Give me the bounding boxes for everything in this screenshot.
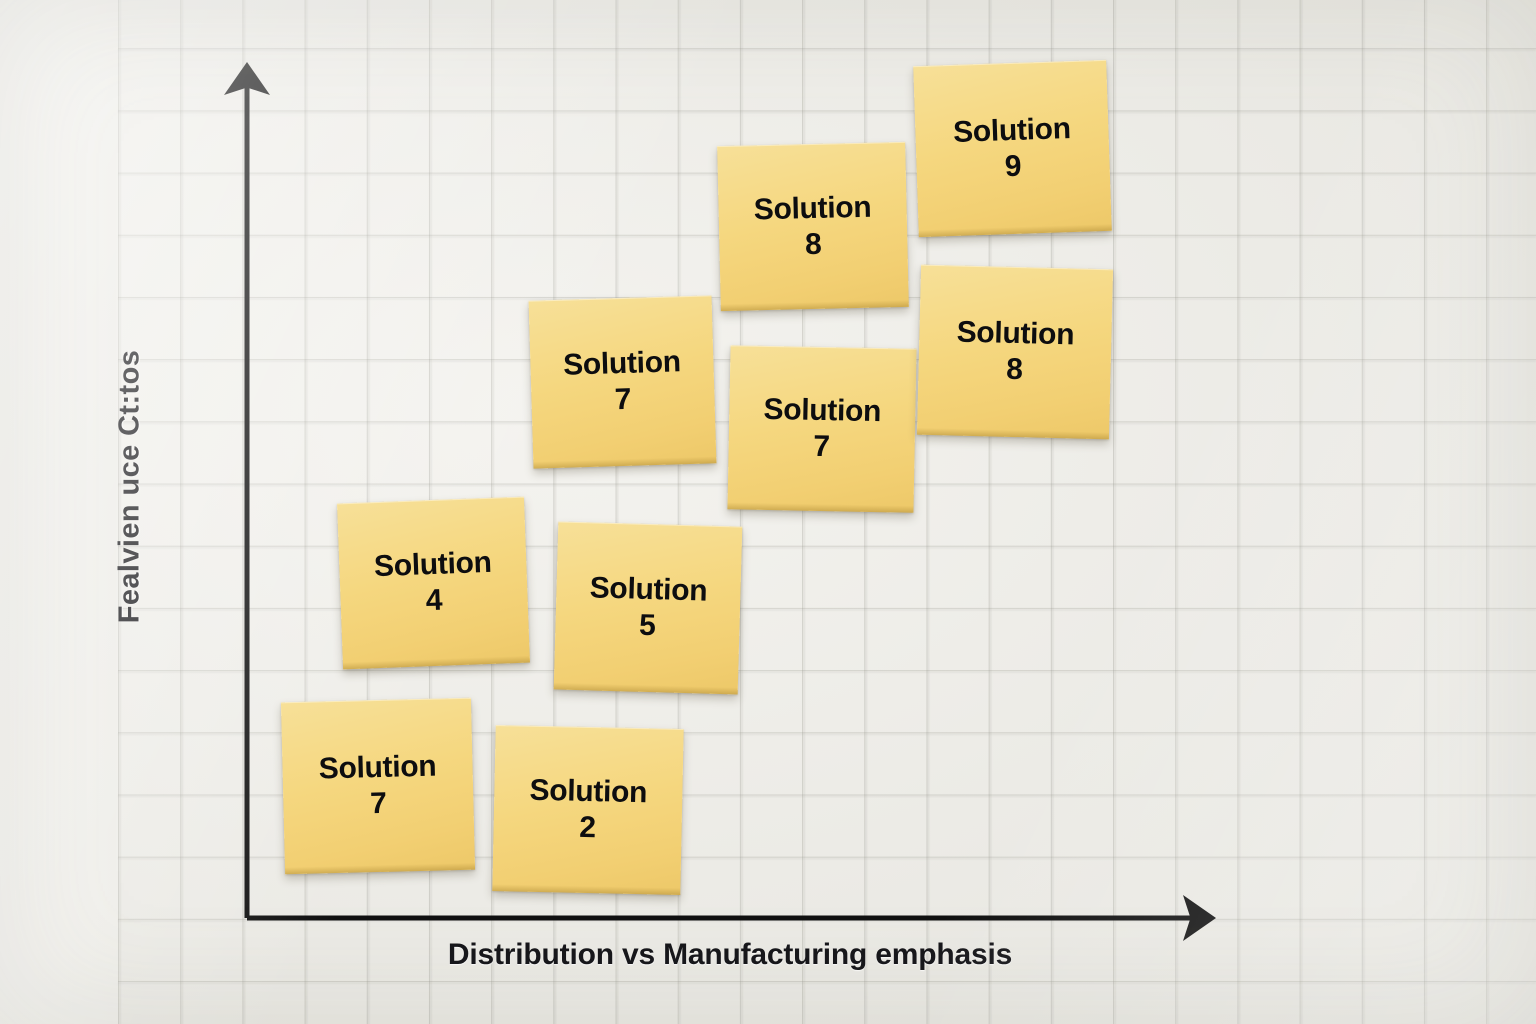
sticky-note-title: Solution — [529, 774, 648, 810]
sticky-note-title: Solution — [952, 111, 1072, 149]
sticky-note-number: 7 — [813, 429, 831, 464]
sticky-note-title: Solution — [956, 315, 1075, 352]
sticky-note-title: Solution — [589, 571, 708, 609]
sticky-note-title: Solution — [763, 393, 882, 429]
sticky-note[interactable]: Solution 2 — [492, 725, 684, 895]
sticky-note[interactable]: Solution 8 — [717, 141, 909, 312]
sticky-note[interactable]: Solution 7 — [727, 345, 917, 513]
sticky-note[interactable]: Solution 8 — [916, 264, 1114, 440]
sticky-note[interactable]: Solution 9 — [913, 59, 1112, 238]
sticky-note[interactable]: Solution 7 — [280, 697, 476, 875]
sticky-note-number: 7 — [369, 786, 388, 821]
sticky-note-number: 8 — [1005, 352, 1024, 387]
sticky-note-title: Solution — [373, 546, 493, 584]
sticky-note[interactable]: Solution 7 — [528, 295, 717, 469]
sticky-note-number: 9 — [1004, 149, 1022, 183]
sticky-note[interactable]: Solution 4 — [337, 496, 530, 670]
sticky-note-number: 8 — [804, 227, 823, 261]
board-left-margin — [0, 0, 118, 1024]
sticky-note-title: Solution — [318, 749, 437, 786]
sticky-note-number: 7 — [614, 382, 632, 417]
sticky-note-number: 2 — [578, 810, 597, 845]
y-axis-label-text: Fealvien uce Ct:tos — [113, 349, 146, 624]
sticky-note-number: 4 — [425, 583, 444, 618]
sticky-note-title: Solution — [753, 190, 872, 227]
sticky-note[interactable]: Solution 5 — [553, 521, 743, 695]
x-axis-label: Distribution vs Manufacturing emphasis — [447, 938, 1013, 971]
y-axis-label: Fealvien uce Ct:tos — [114, 227, 147, 747]
sticky-note-number: 5 — [638, 608, 657, 643]
sticky-note-title: Solution — [562, 345, 682, 383]
